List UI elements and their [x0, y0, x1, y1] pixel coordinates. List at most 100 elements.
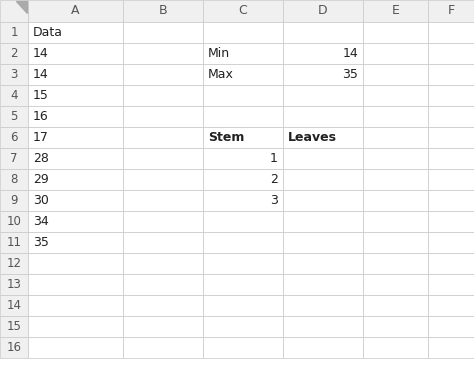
Text: 14: 14 — [342, 47, 358, 60]
Bar — [123, 316, 203, 337]
Bar — [123, 85, 203, 106]
Bar — [283, 148, 363, 169]
Bar — [28, 295, 123, 316]
Bar — [203, 127, 283, 148]
Bar — [28, 0, 123, 22]
Bar — [283, 0, 363, 22]
Bar — [428, 232, 474, 253]
Text: 9: 9 — [10, 194, 18, 207]
Bar — [123, 211, 203, 232]
Bar — [123, 169, 203, 190]
Bar — [203, 106, 283, 127]
Bar — [363, 127, 428, 148]
Bar — [203, 85, 283, 106]
Bar — [428, 106, 474, 127]
Bar — [363, 0, 428, 22]
Bar — [28, 106, 123, 127]
Bar — [28, 64, 123, 85]
Bar — [0, 148, 28, 169]
Text: 5: 5 — [10, 110, 18, 123]
Polygon shape — [16, 1, 27, 13]
Bar — [363, 43, 428, 64]
Bar — [0, 43, 28, 64]
Text: 15: 15 — [33, 89, 49, 102]
Bar — [363, 148, 428, 169]
Text: C: C — [238, 4, 247, 18]
Bar — [283, 316, 363, 337]
Bar — [28, 127, 123, 148]
Bar — [28, 148, 123, 169]
Text: Max: Max — [208, 68, 234, 81]
Bar — [283, 211, 363, 232]
Bar — [283, 337, 363, 358]
Bar — [0, 274, 28, 295]
Text: 14: 14 — [7, 299, 21, 312]
Bar — [0, 253, 28, 274]
Text: Stem: Stem — [208, 131, 245, 144]
Bar — [123, 253, 203, 274]
Bar — [0, 211, 28, 232]
Text: 1: 1 — [10, 26, 18, 39]
Bar — [28, 232, 123, 253]
Bar — [203, 148, 283, 169]
Bar — [203, 64, 283, 85]
Bar — [363, 64, 428, 85]
Bar — [0, 169, 28, 190]
Text: B: B — [159, 4, 167, 18]
Text: D: D — [318, 4, 328, 18]
Bar — [363, 106, 428, 127]
Bar — [363, 295, 428, 316]
Text: 2: 2 — [10, 47, 18, 60]
Text: 13: 13 — [7, 278, 21, 291]
Bar — [428, 211, 474, 232]
Text: 7: 7 — [10, 152, 18, 165]
Bar — [123, 127, 203, 148]
Bar — [203, 337, 283, 358]
Bar — [283, 64, 363, 85]
Bar — [363, 211, 428, 232]
Bar — [0, 295, 28, 316]
Text: 8: 8 — [10, 173, 18, 186]
Bar — [283, 295, 363, 316]
Bar — [203, 190, 283, 211]
Bar — [283, 22, 363, 43]
Bar — [363, 85, 428, 106]
Bar — [428, 337, 474, 358]
Bar — [363, 190, 428, 211]
Bar — [363, 274, 428, 295]
Bar — [28, 190, 123, 211]
Bar — [0, 22, 28, 43]
Text: A: A — [71, 4, 80, 18]
Bar — [363, 316, 428, 337]
Text: Data: Data — [33, 26, 63, 39]
Text: 11: 11 — [7, 236, 21, 249]
Bar — [28, 337, 123, 358]
Bar — [428, 64, 474, 85]
Text: 14: 14 — [33, 68, 49, 81]
Text: 3: 3 — [10, 68, 18, 81]
Text: 3: 3 — [270, 194, 278, 207]
Bar — [428, 274, 474, 295]
Bar — [123, 190, 203, 211]
Bar — [428, 253, 474, 274]
Bar — [428, 190, 474, 211]
Bar — [203, 211, 283, 232]
Text: E: E — [392, 4, 400, 18]
Bar — [363, 22, 428, 43]
Bar — [283, 253, 363, 274]
Text: Min: Min — [208, 47, 230, 60]
Text: 35: 35 — [342, 68, 358, 81]
Bar — [0, 232, 28, 253]
Bar — [203, 316, 283, 337]
Bar — [428, 148, 474, 169]
Text: 6: 6 — [10, 131, 18, 144]
Text: 10: 10 — [7, 215, 21, 228]
Text: 35: 35 — [33, 236, 49, 249]
Bar — [203, 232, 283, 253]
Bar — [28, 169, 123, 190]
Text: 2: 2 — [270, 173, 278, 186]
Bar — [28, 274, 123, 295]
Bar — [283, 274, 363, 295]
Bar — [28, 22, 123, 43]
Bar — [0, 190, 28, 211]
